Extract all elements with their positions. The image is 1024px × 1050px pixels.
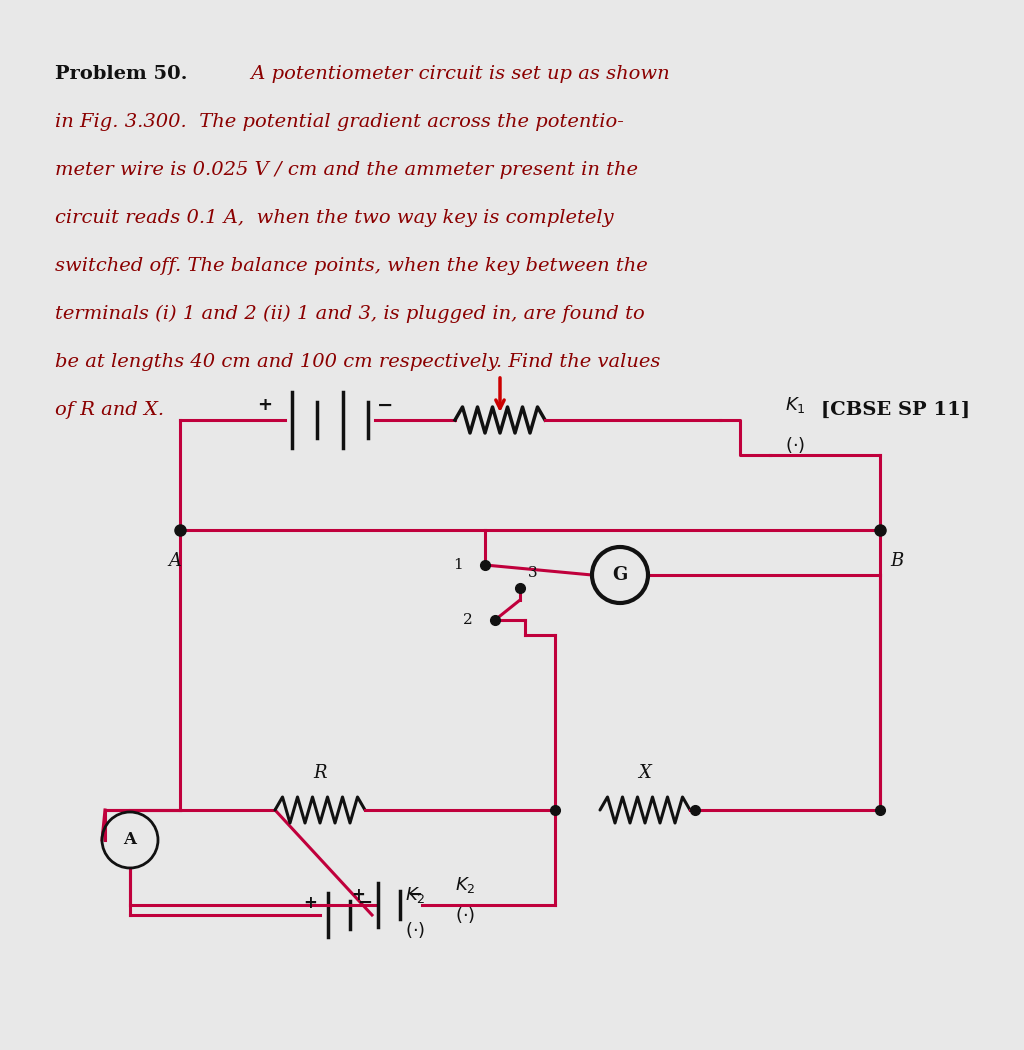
Text: of R and X.: of R and X. (55, 401, 164, 419)
Text: 2: 2 (463, 613, 473, 627)
Text: be at lengths 40 cm and 100 cm respectively. Find the values: be at lengths 40 cm and 100 cm respectiv… (55, 353, 660, 371)
Text: $(\cdot)$: $(\cdot)$ (406, 920, 425, 940)
Text: A: A (124, 832, 136, 848)
Text: −: − (408, 886, 423, 904)
Text: $K_2$: $K_2$ (455, 875, 475, 895)
Text: [CBSE SP 11]: [CBSE SP 11] (821, 401, 970, 419)
Text: B: B (890, 552, 903, 570)
Text: 1: 1 (454, 558, 463, 572)
Text: $K_2$: $K_2$ (406, 885, 426, 905)
Text: in Fig. 3.300.  The potential gradient across the potentio-: in Fig. 3.300. The potential gradient ac… (55, 113, 624, 131)
Text: +: + (257, 396, 272, 414)
Text: +: + (303, 894, 317, 912)
Text: meter wire is 0.025 V / cm and the ammeter present in the: meter wire is 0.025 V / cm and the ammet… (55, 161, 638, 179)
Text: $(\cdot)$: $(\cdot)$ (455, 905, 475, 925)
Text: R: R (313, 764, 327, 782)
Text: circuit reads 0.1 A,  when the two way key is completely: circuit reads 0.1 A, when the two way ke… (55, 209, 613, 227)
Text: 3: 3 (528, 566, 538, 580)
Text: −: − (377, 396, 393, 415)
Text: A potentiometer circuit is set up as shown: A potentiometer circuit is set up as sho… (245, 65, 670, 83)
Text: X: X (639, 764, 651, 782)
Text: $K_1$: $K_1$ (785, 395, 806, 415)
Text: A: A (169, 552, 181, 570)
Text: Problem 50.: Problem 50. (55, 65, 187, 83)
Text: terminals (i) 1 and 2 (ii) 1 and 3, is plugged in, are found to: terminals (i) 1 and 2 (ii) 1 and 3, is p… (55, 304, 645, 323)
Text: switched off. The balance points, when the key between the: switched off. The balance points, when t… (55, 257, 648, 275)
Text: $(\cdot)$: $(\cdot)$ (785, 435, 805, 455)
Text: −: − (357, 894, 373, 912)
Text: G: G (612, 566, 628, 584)
Text: +: + (351, 886, 365, 904)
